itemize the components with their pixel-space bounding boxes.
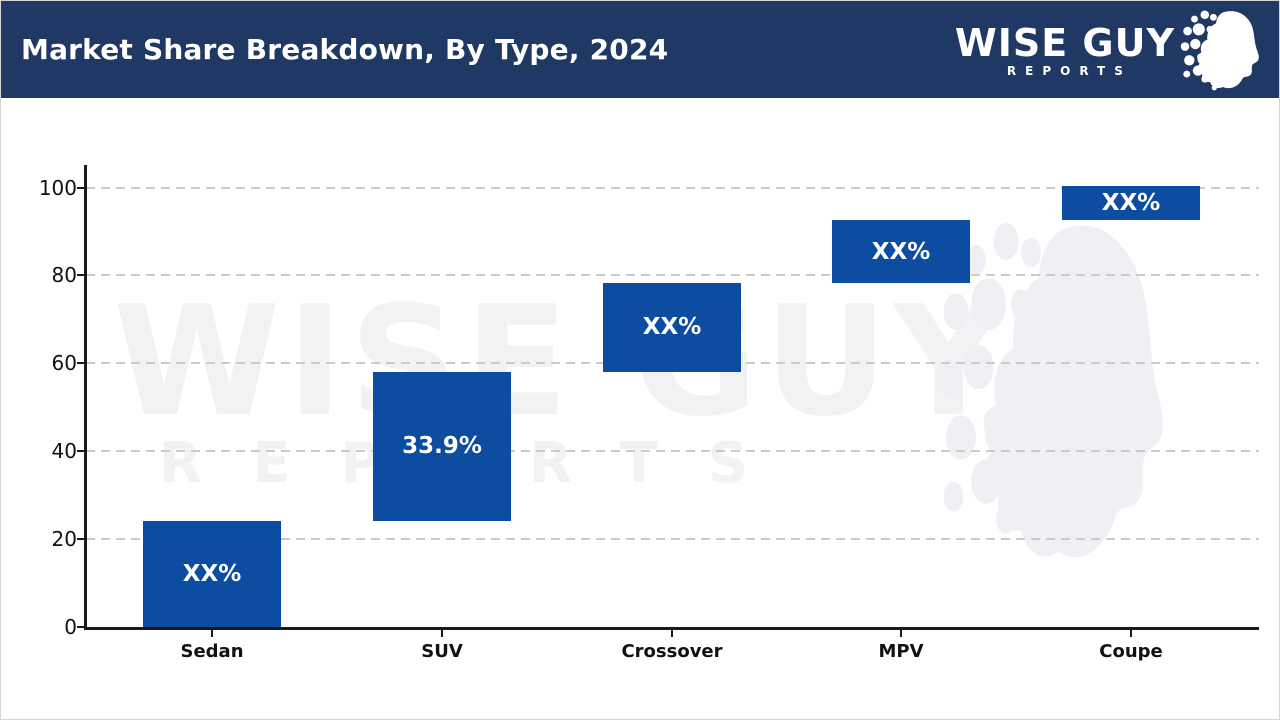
bar-coupe: XX% <box>1062 186 1200 221</box>
bar-value-label: XX% <box>182 560 242 587</box>
gridline-y20 <box>86 538 1259 541</box>
brand-logo: WISE GUY REPORTS <box>955 5 1265 95</box>
brand-name: WISE GUY <box>954 20 1175 65</box>
x-tick-mark-coupe <box>1130 629 1132 637</box>
gridline-y40 <box>86 450 1259 453</box>
bar-value-label: XX% <box>642 314 702 341</box>
y-tick-label-100: 100 <box>38 175 77 200</box>
x-tick-label-suv: SUV <box>421 641 463 662</box>
page-title: Market Share Breakdown, By Type, 2024 <box>21 33 669 66</box>
brand-subname: REPORTS <box>1006 63 1132 78</box>
y-tick-label-80: 80 <box>51 263 77 288</box>
bar-suv: 33.9% <box>373 371 511 521</box>
y-tick-label-0: 0 <box>64 615 77 639</box>
y-tick-label-40: 40 <box>51 439 77 464</box>
y-tick-mark-20 <box>77 538 86 541</box>
bar-value-label: XX% <box>871 238 931 265</box>
y-tick-mark-100 <box>77 186 86 189</box>
y-tick-mark-60 <box>77 362 86 365</box>
bar-crossover: XX% <box>603 282 741 372</box>
y-axis-line <box>84 165 87 629</box>
header-bar: Market Share Breakdown, By Type, 2024 WI… <box>1 1 1279 98</box>
x-axis-line <box>84 627 1259 630</box>
y-tick-label-20: 20 <box>51 527 77 552</box>
bar-value-label: XX% <box>1101 190 1161 217</box>
gridline-y80 <box>86 274 1259 277</box>
x-tick-label-mpv: MPV <box>878 641 924 662</box>
y-tick-label-60: 60 <box>51 351 77 376</box>
x-tick-label-sedan: Sedan <box>180 641 244 662</box>
bar-sedan: XX% <box>143 520 281 627</box>
x-tick-mark-suv <box>441 629 443 637</box>
x-tick-mark-crossover <box>671 629 673 637</box>
chart-canvas: WISE GUY REPORTS 020406080100XX%33.9%XX%… <box>1 98 1279 719</box>
y-tick-mark-0 <box>77 626 86 628</box>
gridline-y100 <box>86 186 1259 189</box>
bar-value-label: 33.9% <box>402 433 482 460</box>
x-tick-mark-mpv <box>900 629 902 637</box>
x-tick-label-crossover: Crossover <box>621 641 723 662</box>
dotted-face-icon <box>1180 10 1259 91</box>
y-tick-mark-80 <box>77 274 86 277</box>
x-tick-label-coupe: Coupe <box>1099 641 1163 662</box>
x-tick-mark-sedan <box>211 629 213 637</box>
bar-mpv: XX% <box>832 220 970 283</box>
brand-logo-text: WISE GUY REPORTS <box>955 24 1175 77</box>
y-tick-mark-40 <box>77 450 86 453</box>
